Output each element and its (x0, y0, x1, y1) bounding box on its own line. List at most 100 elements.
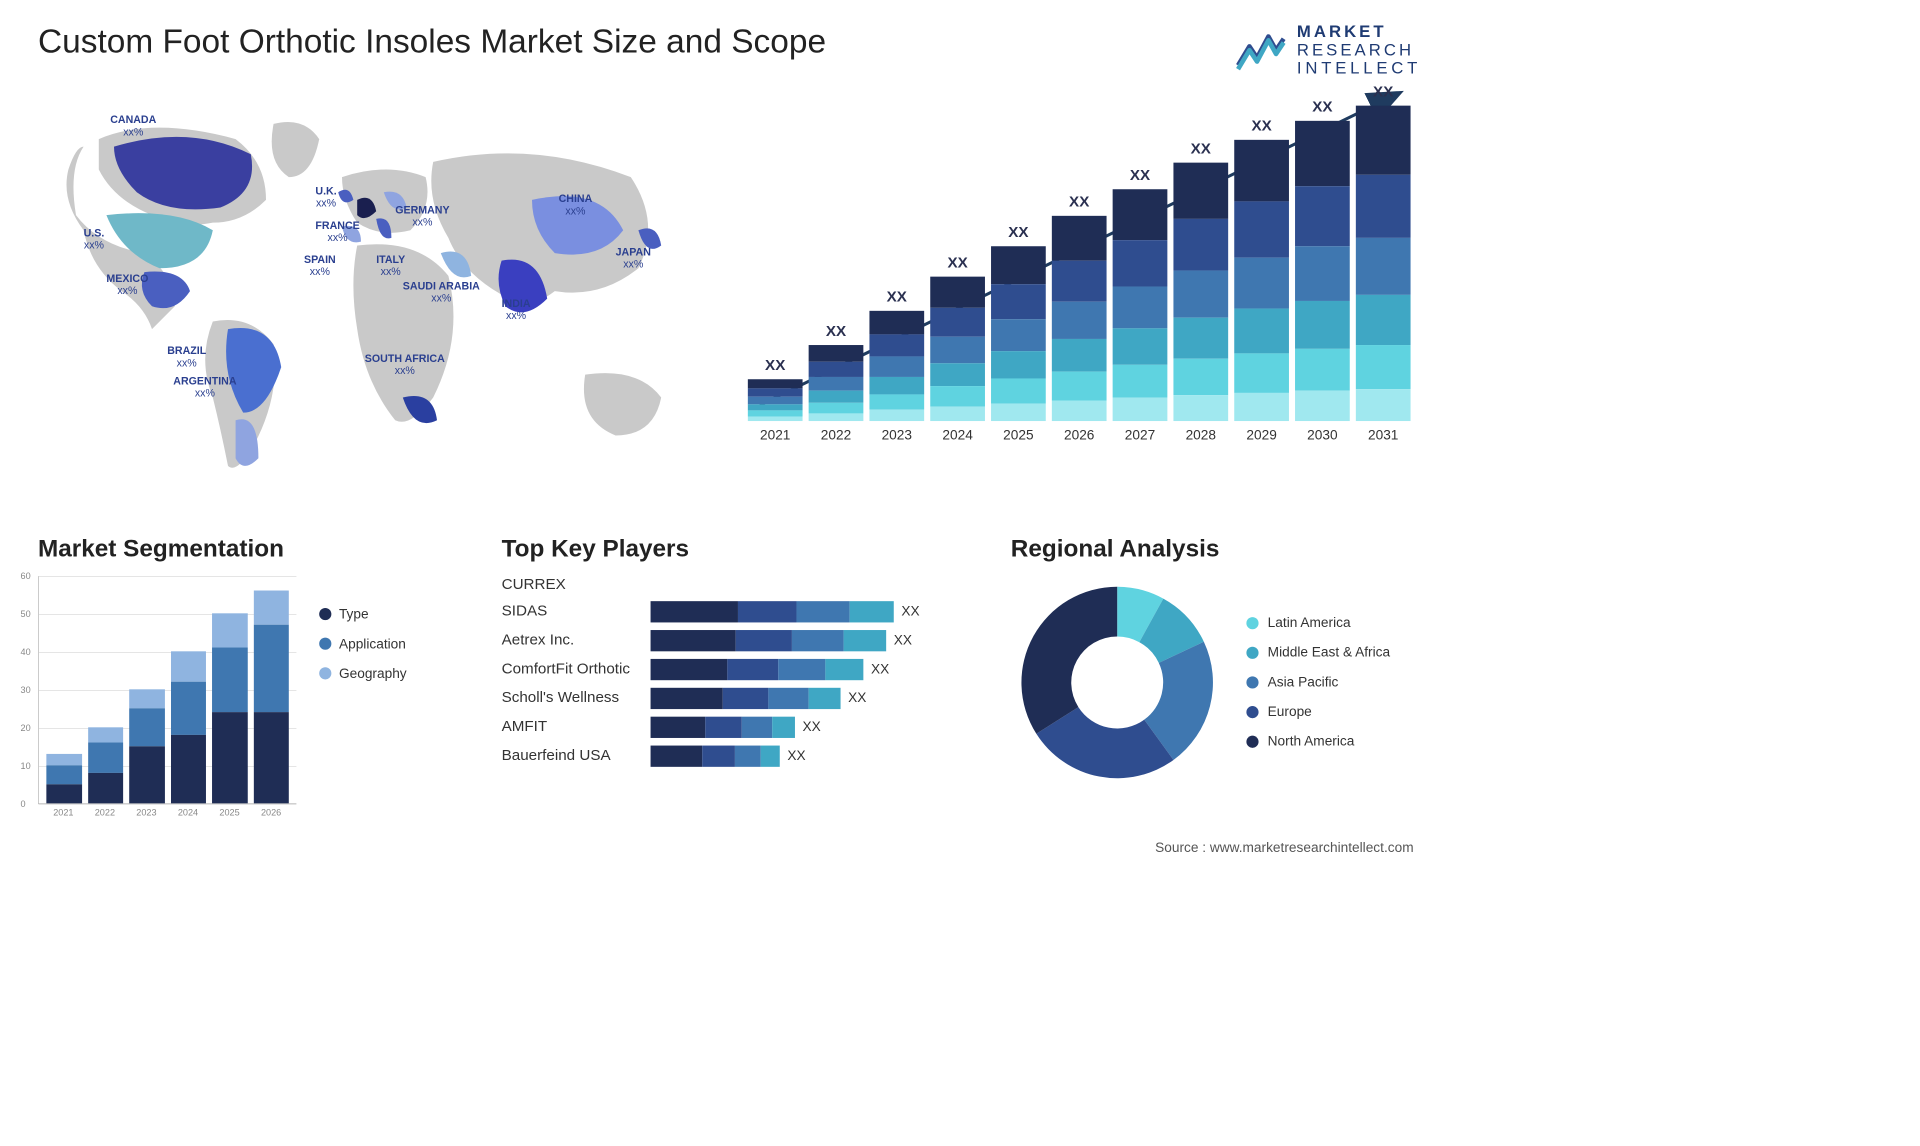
player-value: XX (894, 632, 912, 648)
seg-segment (171, 651, 206, 681)
player-value: XX (848, 690, 866, 706)
regional-legend-item: Latin America (1246, 615, 1390, 631)
growth-segment (1052, 216, 1107, 261)
player-segment (651, 630, 736, 651)
growth-value-label: XX (765, 357, 785, 374)
growth-bar-2022: XX2022 (809, 323, 864, 443)
growth-value-label: XX (947, 254, 967, 271)
player-name: AMFIT (502, 718, 639, 735)
seg-bar-2021 (46, 754, 81, 803)
growth-year-label: 2024 (942, 427, 972, 443)
growth-value-label: XX (1069, 193, 1089, 210)
legend-dot (319, 667, 331, 679)
growth-segment (1173, 359, 1228, 395)
player-name: Scholl's Wellness (502, 689, 639, 706)
map-label-u-s-: U.S.xx% (84, 226, 105, 250)
player-bar (651, 601, 894, 622)
growth-segment (1356, 105, 1411, 174)
growth-segment (991, 284, 1046, 319)
growth-segment (748, 388, 803, 396)
header: Custom Foot Orthotic Insoles Market Size… (38, 23, 1421, 78)
map-label-spain: SPAINxx% (304, 253, 336, 277)
player-row: SIDAS XX (502, 601, 973, 622)
legend-label: Application (339, 636, 406, 652)
growth-segment (1295, 247, 1350, 301)
seg-segment (171, 735, 206, 803)
seg-ytick: 60 (21, 570, 31, 581)
growth-segment (991, 319, 1046, 350)
seg-gridline (39, 804, 297, 805)
seg-bar-2025 (212, 613, 247, 803)
growth-segment (1356, 175, 1411, 238)
growth-segment (1052, 371, 1107, 400)
brand-logo: MARKET RESEARCH INTELLECT (1235, 23, 1422, 78)
player-name: SIDAS (502, 603, 639, 620)
player-segment (772, 716, 795, 737)
legend-label: Europe (1268, 704, 1312, 720)
growth-segment (748, 404, 803, 411)
source-attribution: Source : www.marketresearchintellect.com (1155, 840, 1413, 856)
player-segment (723, 687, 769, 708)
legend-dot (319, 608, 331, 620)
player-segment (727, 659, 778, 680)
growth-segment (1113, 240, 1168, 286)
growth-year-label: 2027 (1125, 427, 1155, 443)
growth-segment (1295, 187, 1350, 247)
player-value: XX (901, 603, 919, 619)
growth-segment (991, 403, 1046, 420)
growth-segment (1052, 400, 1107, 421)
growth-value-label: XX (1251, 117, 1271, 134)
world-map: CANADAxx%U.S.xx%MEXICOxx%BRAZILxx%ARGENT… (38, 93, 707, 503)
map-label-italy: ITALYxx% (376, 253, 405, 277)
seg-xlabel: 2023 (126, 807, 168, 818)
bottom-row: Market Segmentation 0102030405060 202120… (38, 534, 1421, 817)
growth-bar-2027: XX2027 (1113, 167, 1168, 443)
legend-label: North America (1268, 733, 1355, 749)
seg-segment (212, 647, 247, 712)
top-row: CANADAxx%U.S.xx%MEXICOxx%BRAZILxx%ARGENT… (38, 93, 1421, 503)
regional-legend-item: Middle East & Africa (1246, 645, 1390, 661)
growth-segment (869, 335, 924, 357)
growth-segment (1295, 121, 1350, 187)
growth-segment (1113, 398, 1168, 421)
growth-segment (1173, 317, 1228, 358)
seg-bar-2026 (253, 590, 288, 803)
growth-segment (1173, 162, 1228, 219)
regional-title: Regional Analysis (1011, 534, 1421, 562)
growth-segment (1356, 238, 1411, 295)
seg-xlabel: 2021 (43, 807, 85, 818)
legend-dot (1246, 735, 1258, 747)
player-segment (651, 687, 723, 708)
growth-value-label: XX (826, 323, 846, 340)
player-segment (705, 716, 741, 737)
seg-xlabel: 2022 (84, 807, 126, 818)
logo-text-2: RESEARCH (1297, 41, 1421, 59)
player-segment (735, 630, 792, 651)
growth-segment (1234, 258, 1289, 309)
growth-value-label: XX (1191, 140, 1211, 157)
map-label-brazil: BRAZILxx% (167, 344, 206, 368)
seg-ytick: 50 (21, 608, 31, 619)
player-segment (651, 716, 706, 737)
growth-bar-2031: XX2031 (1356, 83, 1411, 442)
donut-segment (1021, 586, 1117, 733)
growth-value-label: XX (1373, 83, 1393, 100)
growth-segment (1234, 353, 1289, 392)
growth-year-label: 2023 (882, 427, 912, 443)
page-title: Custom Foot Orthotic Insoles Market Size… (38, 23, 826, 61)
player-row: Aetrex Inc.XX (502, 630, 973, 651)
seg-legend-item: Application (319, 636, 406, 652)
growth-bar-2030: XX2030 (1295, 98, 1350, 442)
segmentation-title: Market Segmentation (38, 534, 464, 562)
growth-segment (1173, 271, 1228, 318)
growth-segment (1113, 328, 1168, 365)
seg-xlabel: 2026 (250, 807, 292, 818)
map-label-mexico: MEXICOxx% (106, 272, 148, 296)
growth-segment (1234, 201, 1289, 257)
seg-segment (171, 681, 206, 734)
map-label-saudi-arabia: SAUDI ARABIAxx% (403, 279, 480, 303)
growth-segment (1173, 395, 1228, 421)
seg-bar-2024 (171, 651, 206, 803)
growth-chart: XX2021XX2022XX2023XX2024XX2025XX2026XX20… (737, 93, 1421, 503)
growth-segment (869, 377, 924, 395)
